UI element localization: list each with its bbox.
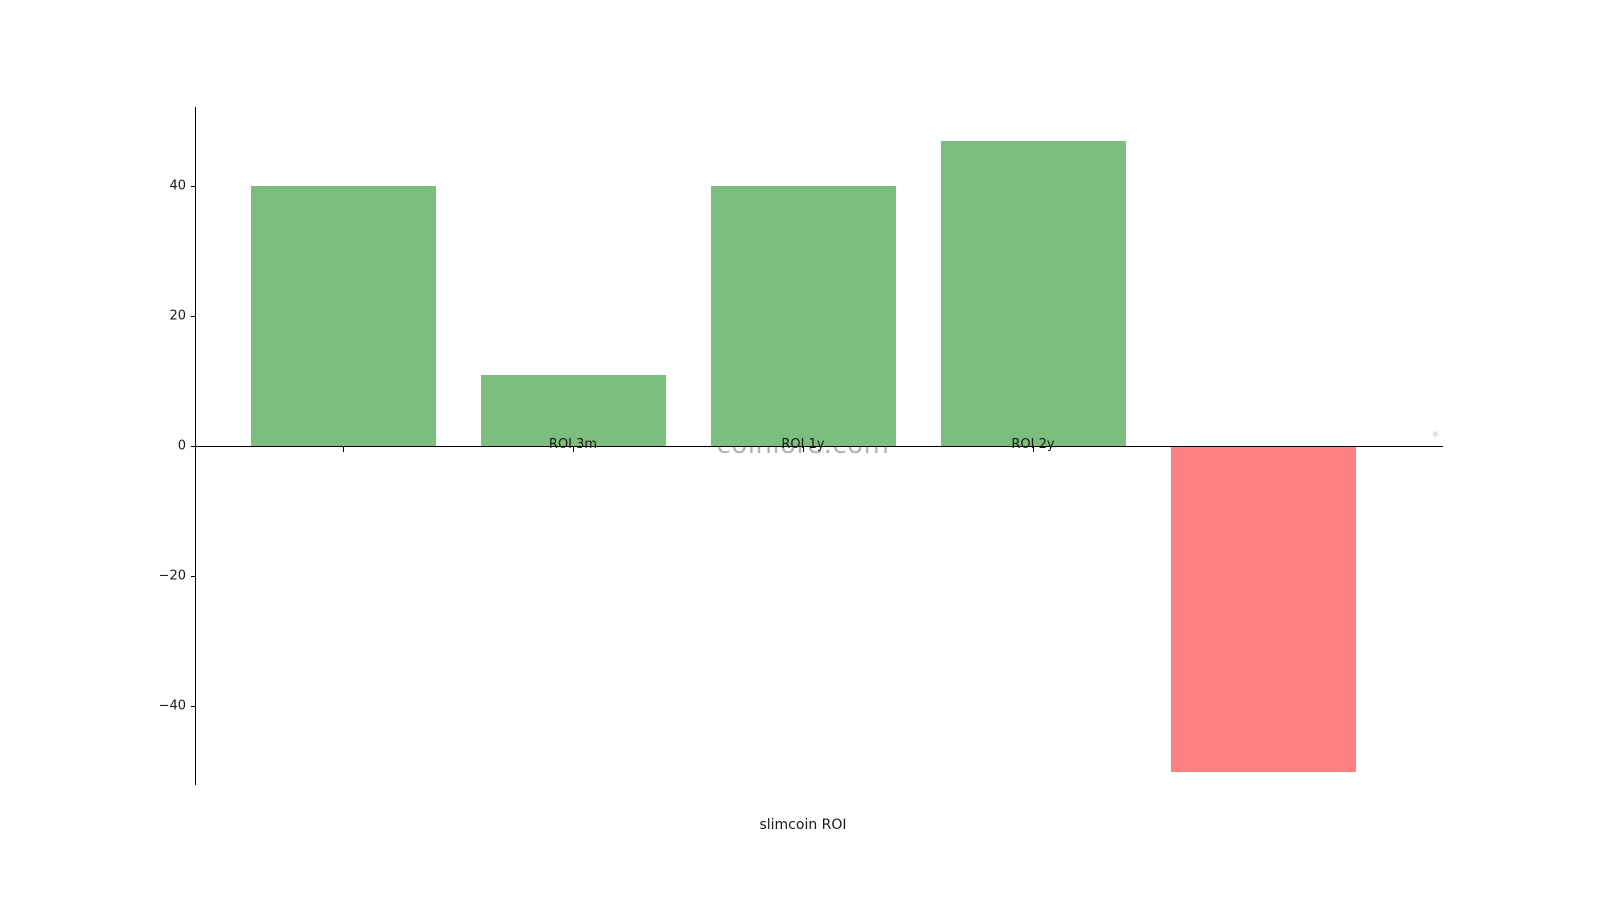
y-tick-mark [191, 186, 196, 187]
y-tick-mark [191, 446, 196, 447]
y-tick-label: 0 [177, 438, 186, 454]
y-tick-mark [191, 706, 196, 707]
bar-roi-2y [940, 140, 1126, 446]
x-tick-mark [1033, 447, 1034, 452]
x-axis-zero-line [195, 446, 1443, 447]
chart-title: slimcoin ROI [759, 817, 847, 833]
x-tick-label: ROI 1y [781, 437, 825, 452]
x-tick-label: ROI 3m [548, 437, 598, 452]
x-tick-mark [573, 447, 574, 452]
y-tick-label: −20 [158, 568, 186, 584]
bar-unlabeled-4 [1170, 447, 1356, 772]
y-tick-label: 40 [169, 178, 186, 194]
bar-unlabeled-0 [250, 186, 436, 446]
y-tick-label: −40 [158, 698, 186, 714]
x-tick-mark [803, 447, 804, 452]
x-tick-label: ROI 2y [1011, 437, 1055, 452]
x-tick-mark [343, 447, 344, 452]
bar-roi-3m [480, 374, 666, 446]
y-tick-mark [191, 316, 196, 317]
bar-roi-1y [710, 186, 896, 446]
y-tick-label: 20 [169, 308, 186, 324]
y-tick-mark [191, 576, 196, 577]
axis-end-artifact-mark: ✳ [1431, 428, 1441, 441]
